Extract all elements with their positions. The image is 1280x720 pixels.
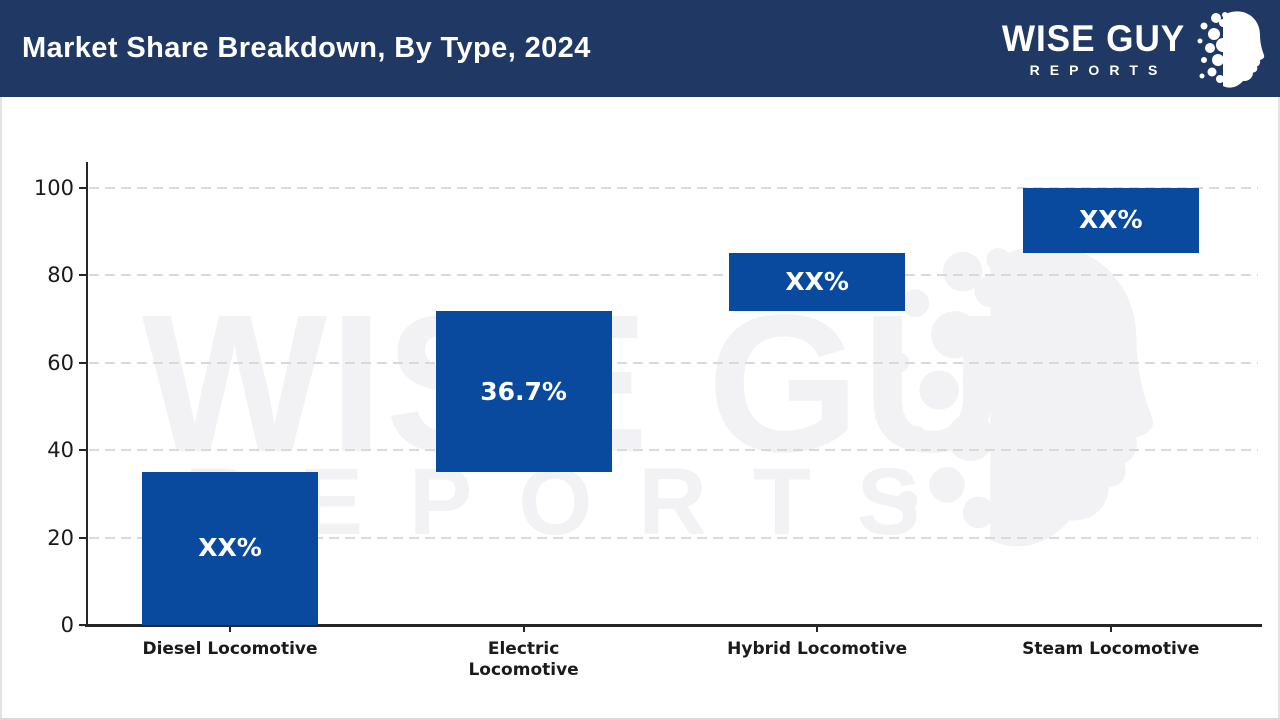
brand-logo-text: WISE GUY REPORTS bbox=[997, 20, 1190, 78]
x-tick-label: Hybrid Locomotive bbox=[670, 639, 964, 660]
y-tick-label: 100 bbox=[33, 175, 74, 200]
bar-value-label: XX% bbox=[198, 533, 262, 563]
y-tick-label: 40 bbox=[47, 438, 74, 462]
bar-value-label: XX% bbox=[1078, 205, 1143, 235]
bar-value-label: XX% bbox=[785, 267, 849, 297]
y-tick-label: 20 bbox=[47, 525, 74, 550]
page-title: Market Share Breakdown, By Type, 2024 bbox=[22, 32, 591, 64]
brand-logo-line2: REPORTS bbox=[1029, 62, 1168, 78]
gridline-y-40 bbox=[89, 449, 1258, 451]
x-tick-mark bbox=[816, 626, 819, 632]
x-tick-mark bbox=[229, 626, 231, 632]
y-tick-label: 0 bbox=[60, 613, 74, 637]
brand-logo-face-icon bbox=[1197, 11, 1265, 88]
bar-steam-locomotive bbox=[1022, 187, 1199, 254]
y-tick-mark bbox=[79, 624, 86, 626]
x-tick-label-line: Hybrid Locomotive bbox=[727, 639, 908, 659]
x-tick-mark bbox=[522, 626, 525, 632]
gridline-y-60 bbox=[89, 361, 1258, 364]
header-bar: Market Share Breakdown, By Type, 2024 WI… bbox=[0, 0, 1280, 97]
gridline-y-20 bbox=[89, 536, 1258, 539]
x-tick-label-line: Diesel Locomotive bbox=[142, 639, 318, 659]
x-tick-label-line: Locomotive bbox=[468, 660, 579, 680]
x-tick-label: Steam Locomotive bbox=[964, 639, 1258, 660]
brand-logo: WISE GUY REPORTS bbox=[997, 7, 1268, 91]
y-tick-mark bbox=[79, 536, 86, 539]
x-tick-label: Diesel Locomotive bbox=[83, 639, 377, 660]
gridline-y-80 bbox=[89, 274, 1258, 276]
x-tick-label: Electric Locomotive bbox=[377, 639, 671, 681]
y-axis bbox=[86, 162, 88, 626]
x-tick-label-line: Electric bbox=[487, 639, 560, 659]
bar-value-label: 36.7% bbox=[480, 376, 567, 406]
bar-diesel-locomotive bbox=[142, 471, 318, 625]
brand-logo-line1: WISE GUY bbox=[1001, 18, 1186, 59]
x-tick-label-line: Steam Locomotive bbox=[1022, 639, 1200, 659]
gridline-y-100 bbox=[89, 186, 1258, 189]
y-tick-mark bbox=[79, 361, 86, 364]
x-axis bbox=[85, 624, 1262, 627]
y-tick-label: 60 bbox=[47, 350, 74, 375]
y-tick-label: 80 bbox=[47, 263, 74, 287]
bar-hybrid-locomotive bbox=[729, 253, 906, 312]
y-tick-mark bbox=[79, 449, 86, 451]
x-tick-mark bbox=[1109, 626, 1112, 632]
bar-electric-locomotive bbox=[435, 311, 612, 472]
watermark-face-icon bbox=[889, 245, 1153, 547]
y-tick-mark bbox=[79, 274, 86, 276]
y-tick-mark bbox=[79, 186, 86, 189]
